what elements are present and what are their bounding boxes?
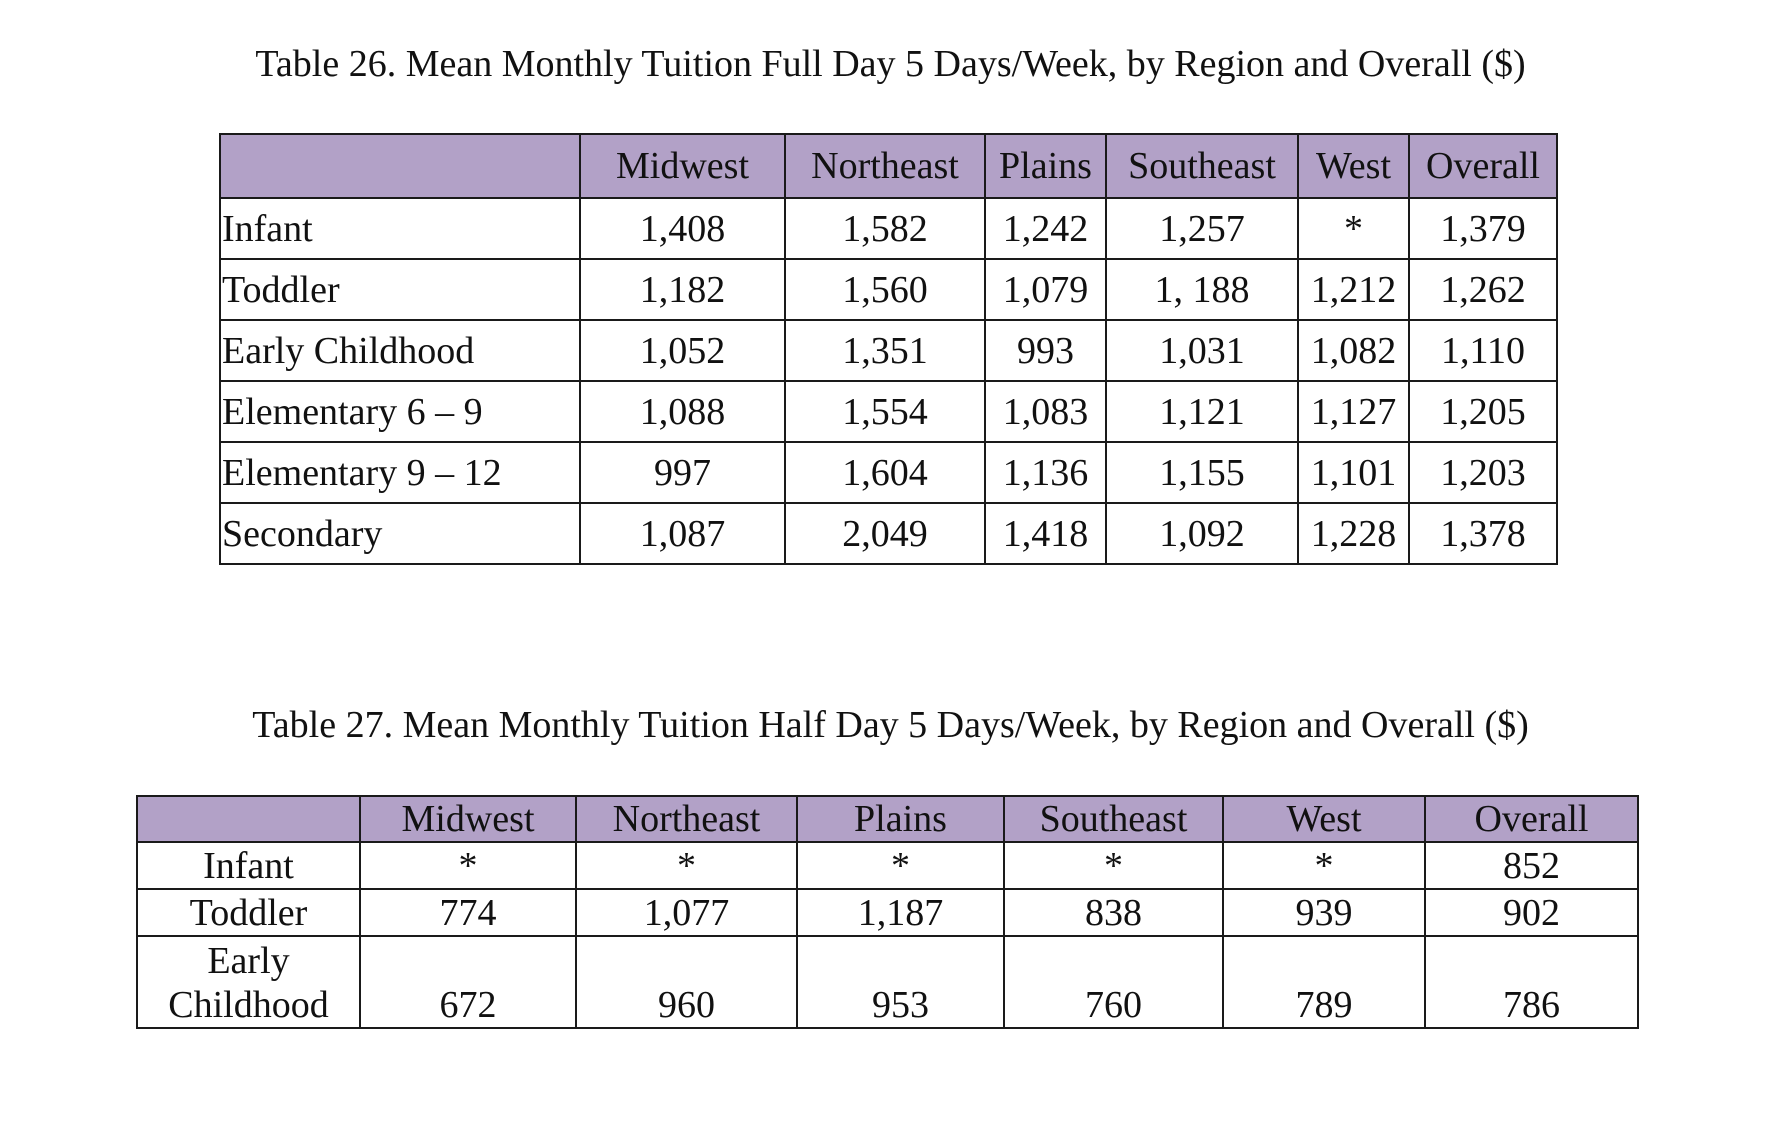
table-cell: 1,182 <box>579 258 786 321</box>
table-cell: 1,127 <box>1297 380 1410 443</box>
table-cell: 1,228 <box>1297 502 1410 565</box>
table-cell: 838 <box>1003 888 1224 937</box>
table-cell: 1,554 <box>784 380 986 443</box>
table-cell: 1,187 <box>796 888 1005 937</box>
column-header-southeast: Southeast <box>1003 795 1224 843</box>
table-cell: 1,077 <box>575 888 798 937</box>
table-cell: 1,136 <box>984 441 1107 504</box>
table-cell: 953 <box>796 935 1005 1029</box>
table-cell: 1,083 <box>984 380 1107 443</box>
table-cell: 960 <box>575 935 798 1029</box>
table-row: Early Childhood 1,052 1,351 993 1,031 1,… <box>219 319 1558 382</box>
table-cell: 1, 188 <box>1105 258 1299 321</box>
table-cell: 1,378 <box>1408 502 1558 565</box>
table-27: Midwest Northeast Plains Southeast West … <box>136 795 1639 1029</box>
table-cell: 1,052 <box>579 319 786 382</box>
column-header-blank <box>136 795 361 843</box>
column-header-overall: Overall <box>1424 795 1639 843</box>
table-cell: 1,582 <box>784 197 986 260</box>
table-cell: 786 <box>1424 935 1639 1029</box>
table-cell: 1,087 <box>579 502 786 565</box>
row-label: Secondary <box>219 502 581 565</box>
column-header-west: West <box>1222 795 1426 843</box>
table-cell: 1,031 <box>1105 319 1299 382</box>
table-cell: * <box>359 841 577 890</box>
row-label: Early Childhood <box>136 935 361 1029</box>
table-cell: * <box>796 841 1005 890</box>
table-cell: 1,155 <box>1105 441 1299 504</box>
table-row: Elementary 6 – 9 1,088 1,554 1,083 1,121… <box>219 380 1558 443</box>
table-cell: 1,408 <box>579 197 786 260</box>
table-27-header-row: Midwest Northeast Plains Southeast West … <box>136 795 1639 843</box>
table-cell: 1,203 <box>1408 441 1558 504</box>
table-cell: 1,082 <box>1297 319 1410 382</box>
table-cell: 1,560 <box>784 258 986 321</box>
column-header-southeast: Southeast <box>1105 133 1299 199</box>
table-row: Infant * * * * * 852 <box>136 841 1639 890</box>
table-row: Toddler 1,182 1,560 1,079 1, 188 1,212 1… <box>219 258 1558 321</box>
column-header-west: West <box>1297 133 1410 199</box>
table-27-caption: Table 27. Mean Monthly Tuition Half Day … <box>252 704 1529 746</box>
table-cell: 1,092 <box>1105 502 1299 565</box>
table-cell: 1,604 <box>784 441 986 504</box>
table-cell: 993 <box>984 319 1107 382</box>
column-header-overall: Overall <box>1408 133 1558 199</box>
column-header-northeast: Northeast <box>575 795 798 843</box>
table-cell: 1,257 <box>1105 197 1299 260</box>
table-cell: 1,121 <box>1105 380 1299 443</box>
table-cell: * <box>1297 197 1410 260</box>
row-label: Infant <box>136 841 361 890</box>
row-label: Elementary 6 – 9 <box>219 380 581 443</box>
row-label: Toddler <box>219 258 581 321</box>
table-cell: * <box>1003 841 1224 890</box>
row-label: Toddler <box>136 888 361 937</box>
column-header-plains: Plains <box>796 795 1005 843</box>
column-header-midwest: Midwest <box>579 133 786 199</box>
table-row: Infant 1,408 1,582 1,242 1,257 * 1,379 <box>219 197 1558 260</box>
table-cell: 939 <box>1222 888 1426 937</box>
table-cell: * <box>1222 841 1426 890</box>
table-cell: 1,351 <box>784 319 986 382</box>
column-header-northeast: Northeast <box>784 133 986 199</box>
row-label: Infant <box>219 197 581 260</box>
table-cell: 672 <box>359 935 577 1029</box>
table-cell: 997 <box>579 441 786 504</box>
table-cell: 1,262 <box>1408 258 1558 321</box>
table-cell: 1,242 <box>984 197 1107 260</box>
table-row: Early Childhood 672 960 953 760 789 786 <box>136 935 1639 1029</box>
table-cell: * <box>575 841 798 890</box>
table-cell: 789 <box>1222 935 1426 1029</box>
row-label: Early Childhood <box>219 319 581 382</box>
table-cell: 1,079 <box>984 258 1107 321</box>
table-row: Toddler 774 1,077 1,187 838 939 902 <box>136 888 1639 937</box>
table-cell: 774 <box>359 888 577 937</box>
table-cell: 902 <box>1424 888 1639 937</box>
column-header-blank <box>219 133 581 199</box>
column-header-midwest: Midwest <box>359 795 577 843</box>
table-26: Midwest Northeast Plains Southeast West … <box>219 133 1558 565</box>
table-cell: 2,049 <box>784 502 986 565</box>
table-cell: 1,101 <box>1297 441 1410 504</box>
table-26-header-row: Midwest Northeast Plains Southeast West … <box>219 133 1558 199</box>
table-cell: 760 <box>1003 935 1224 1029</box>
table-cell: 1,418 <box>984 502 1107 565</box>
row-label: Elementary 9 – 12 <box>219 441 581 504</box>
table-cell: 1,110 <box>1408 319 1558 382</box>
table-cell: 1,205 <box>1408 380 1558 443</box>
table-cell: 852 <box>1424 841 1639 890</box>
table-cell: 1,088 <box>579 380 786 443</box>
table-row: Secondary 1,087 2,049 1,418 1,092 1,228 … <box>219 502 1558 565</box>
column-header-plains: Plains <box>984 133 1107 199</box>
table-cell: 1,212 <box>1297 258 1410 321</box>
table-cell: 1,379 <box>1408 197 1558 260</box>
table-row: Elementary 9 – 12 997 1,604 1,136 1,155 … <box>219 441 1558 504</box>
table-26-caption: Table 26. Mean Monthly Tuition Full Day … <box>255 43 1526 85</box>
